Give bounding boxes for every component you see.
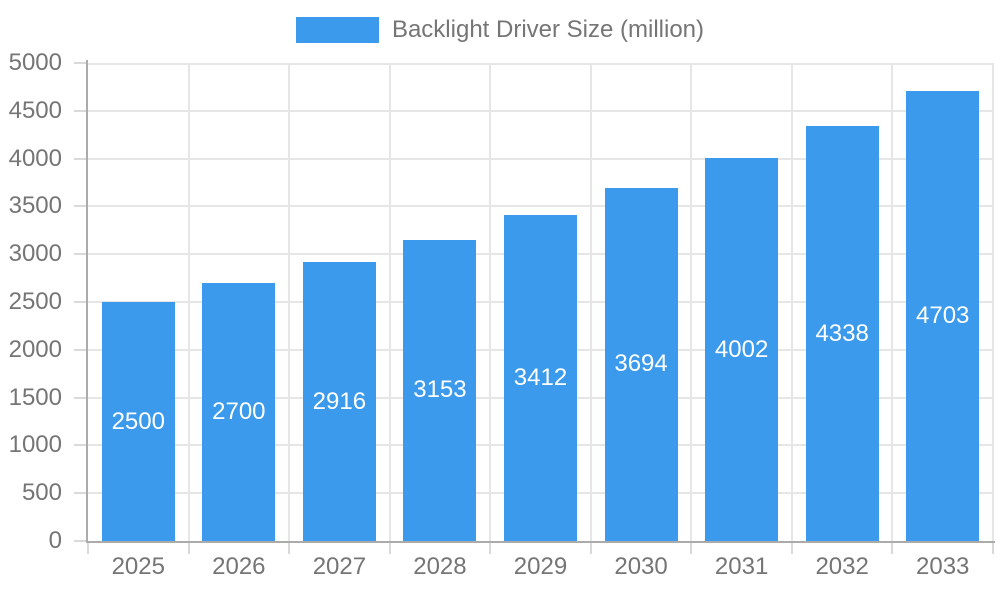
x-gridline	[187, 63, 190, 541]
legend-swatch-icon	[295, 17, 379, 43]
y-axis-tick-label: 3500	[8, 192, 62, 220]
y-axis-tick	[74, 444, 86, 447]
x-axis-tick	[489, 543, 492, 554]
x-gridline	[589, 63, 592, 541]
bar-value-label: 3153	[413, 376, 467, 404]
y-axis-tick-label: 1500	[8, 383, 62, 411]
x-axis-tick	[589, 543, 592, 554]
x-axis-tick-label: 2025	[111, 553, 165, 580]
x-gridline	[992, 63, 994, 541]
x-axis-tick	[790, 543, 793, 554]
x-axis-tick-label: 2026	[212, 553, 266, 580]
y-axis-tick	[74, 109, 86, 112]
y-axis-tick	[74, 301, 86, 303]
y-axis-tick-label: 3000	[8, 240, 62, 268]
y-gridline	[88, 63, 993, 65]
x-gridline	[690, 63, 693, 541]
x-axis-tick-label: 2028	[413, 553, 467, 580]
y-axis-tick	[74, 348, 86, 351]
plot-area: 2500 2700 2916 3153 3412 3694 4002 4338 4703	[88, 63, 994, 541]
x-gridline	[489, 63, 492, 541]
x-axis-tick	[388, 543, 391, 554]
bar-value-label: 2500	[111, 407, 165, 435]
bar-2032[interactable]: 4338	[805, 126, 879, 541]
x-axis-tick	[992, 543, 994, 554]
bar-2026[interactable]: 2700	[202, 282, 276, 541]
legend[interactable]: Backlight Driver Size (million)	[0, 16, 1000, 44]
y-axis-line	[86, 60, 88, 543]
x-axis-tick	[87, 543, 89, 554]
x-axis-line	[86, 541, 995, 543]
x-axis-tick	[891, 543, 894, 554]
bar-2029[interactable]: 3412	[504, 214, 577, 541]
bar-value-label: 4002	[714, 335, 769, 363]
x-axis-tick-label: 2033	[916, 553, 970, 580]
bar-2033[interactable]: 4703	[906, 91, 980, 541]
bar-2027[interactable]: 2916	[302, 262, 376, 541]
bar-2030[interactable]: 3694	[604, 187, 678, 541]
y-axis-tick-label: 5000	[8, 49, 62, 76]
y-axis-tick-label: 4000	[8, 144, 62, 172]
bar-value-label: 4703	[916, 302, 970, 330]
y-axis-tick-label: 0	[48, 527, 62, 554]
bar-value-label: 3694	[614, 350, 668, 378]
y-axis-tick-label: 500	[21, 479, 62, 507]
bar-2031[interactable]: 4002	[705, 158, 779, 541]
y-axis-tick	[74, 253, 86, 256]
x-gridline	[790, 63, 793, 541]
y-axis-tick-label: 4500	[8, 96, 62, 124]
y-axis-tick	[74, 492, 86, 495]
x-gridline	[891, 63, 894, 541]
x-axis-tick	[690, 543, 693, 554]
x-axis-tick-label: 2027	[312, 553, 367, 580]
bar-value-label: 2700	[212, 397, 266, 425]
y-axis-tick	[74, 157, 86, 160]
bar-value-label: 4338	[815, 319, 869, 347]
y-gridline	[88, 205, 993, 208]
bar-2025[interactable]: 2500	[101, 302, 175, 541]
y-axis-tick	[74, 62, 86, 64]
bar-value-label: 3412	[513, 363, 568, 391]
y-axis-tick	[74, 540, 86, 542]
bar-2028[interactable]: 3153	[403, 239, 477, 541]
y-axis-tick-label: 2000	[8, 335, 62, 363]
y-gridline	[88, 109, 993, 112]
x-gridline	[388, 63, 391, 541]
x-axis-tick	[288, 543, 291, 554]
y-gridline	[88, 157, 993, 160]
y-axis-tick	[74, 396, 86, 399]
y-axis-tick-label: 1000	[8, 431, 62, 459]
x-axis-tick-label: 2032	[815, 553, 869, 580]
x-axis-tick	[187, 543, 190, 554]
y-axis-tick	[74, 205, 86, 208]
bar-value-label: 2916	[312, 387, 367, 415]
x-axis-tick-label: 2029	[513, 553, 568, 580]
legend-label: Backlight Driver Size (million)	[391, 16, 705, 43]
x-gridline	[288, 63, 291, 541]
x-axis-tick-label: 2031	[714, 553, 769, 580]
y-axis-tick-label: 2500	[8, 288, 62, 315]
x-axis-tick-label: 2030	[614, 553, 668, 580]
